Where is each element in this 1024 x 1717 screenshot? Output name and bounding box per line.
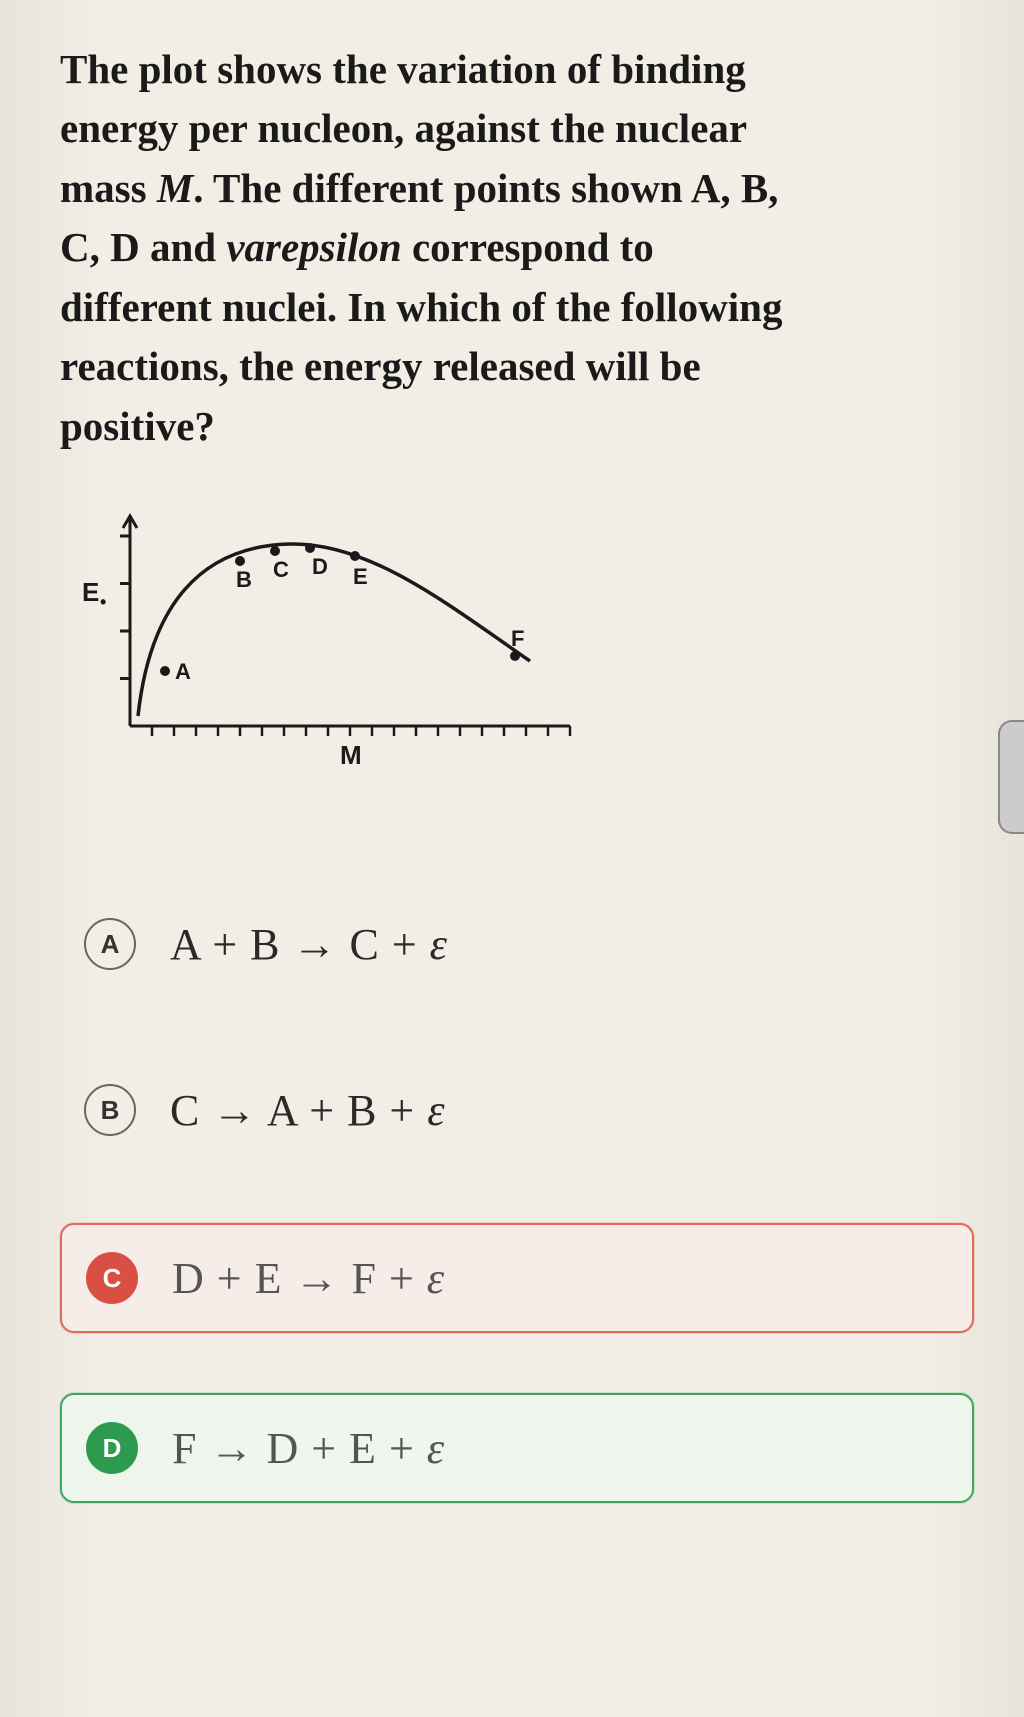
svg-text:E: E [82, 577, 99, 607]
q-line3-post: . The different points shown A, B, [193, 165, 778, 211]
option-d[interactable]: D F → D + E + ε [60, 1393, 974, 1503]
q-line6: reactions, the energy released will be [60, 343, 701, 389]
option-b[interactable]: B C → A + B + ε [60, 1057, 974, 1163]
option-b-badge: B [84, 1084, 136, 1136]
svg-text:A: A [175, 659, 191, 684]
option-c-badge: C [86, 1252, 138, 1304]
svg-text:F: F [511, 626, 524, 651]
svg-text:D: D [312, 554, 328, 579]
q-line3-pre: mass [60, 165, 157, 211]
q-line4-pre: C, D and [60, 224, 226, 270]
svg-text:C: C [273, 557, 289, 582]
option-c-text: D + E → F + ε [172, 1253, 445, 1304]
option-a-badge: A [84, 918, 136, 970]
svg-text:E: E [353, 564, 368, 589]
side-tab[interactable] [998, 720, 1024, 834]
q-line4-post: correspond to [402, 224, 654, 270]
q-mass-var: M [157, 165, 193, 211]
options-list: A A + B → C + ε B C → A + B + ε C D + E … [60, 891, 974, 1503]
svg-text:•: • [100, 592, 106, 612]
q-line1: The plot shows the variation of binding [60, 46, 746, 92]
option-c[interactable]: C D + E → F + ε [60, 1223, 974, 1333]
binding-energy-chart: ABCDEFE•M [70, 486, 974, 771]
option-a[interactable]: A A + B → C + ε [60, 891, 974, 997]
question-text: The plot shows the variation of binding … [60, 40, 974, 456]
q-line5: different nuclei. In which of the follow… [60, 284, 782, 330]
option-d-text: F → D + E + ε [172, 1423, 445, 1474]
chart-svg: ABCDEFE•M [70, 486, 590, 766]
q-line2: energy per nucleon, against the nuclear [60, 105, 747, 151]
option-a-text: A + B → C + ε [170, 919, 448, 970]
option-d-badge: D [86, 1422, 138, 1474]
svg-text:M: M [340, 740, 362, 766]
svg-text:B: B [236, 567, 252, 592]
q-varepsilon: varepsilon [226, 224, 401, 270]
option-b-text: C → A + B + ε [170, 1085, 446, 1136]
question-page: The plot shows the variation of binding … [0, 0, 1024, 1717]
q-line7: positive? [60, 403, 215, 449]
